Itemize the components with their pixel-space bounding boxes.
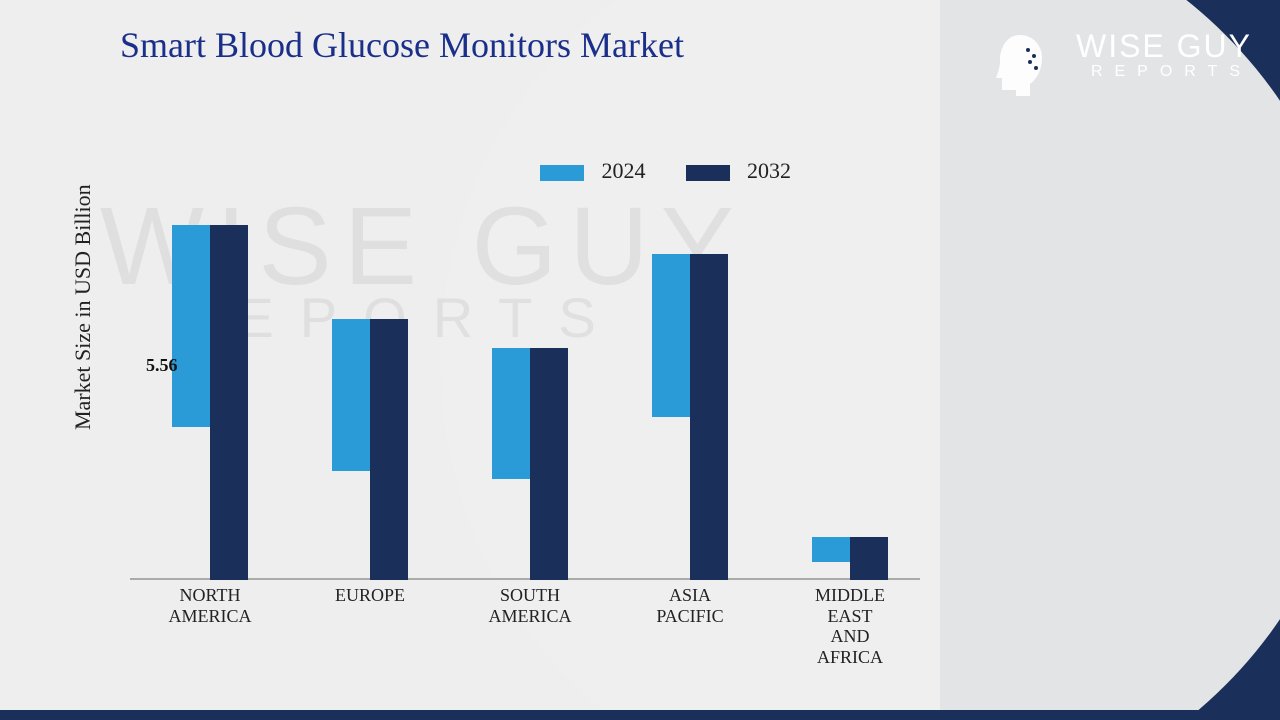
x-tick-label: NORTHAMERICA <box>140 585 280 626</box>
plot-region: 5.56 <box>130 200 920 580</box>
chart-area: Market Size in USD Billion 2024 2032 5.5… <box>60 150 940 710</box>
chart-title: Smart Blood Glucose Monitors Market <box>120 24 684 66</box>
bar-group <box>790 537 910 580</box>
brand-head-icon <box>990 30 1050 100</box>
bar <box>370 319 408 580</box>
bar <box>530 348 568 580</box>
brand-line2: REPORTS <box>1076 63 1252 81</box>
bar-group <box>630 254 750 580</box>
bar <box>332 319 370 471</box>
x-tick-label: MIDDLEEASTANDAFRICA <box>780 585 920 668</box>
bar <box>850 537 888 580</box>
bar-group <box>470 348 590 580</box>
legend-item-2024: 2024 <box>540 158 646 184</box>
brand-panel <box>940 0 1280 720</box>
x-tick-label: EUROPE <box>300 585 440 606</box>
bar <box>652 254 690 417</box>
legend-swatch-2024 <box>540 165 584 181</box>
bar <box>492 348 530 478</box>
bar-value-label: 5.56 <box>146 355 178 376</box>
legend-label-2024: 2024 <box>602 158 646 183</box>
x-tick-label: SOUTHAMERICA <box>460 585 600 626</box>
bottom-strip <box>0 710 1280 720</box>
legend-item-2032: 2032 <box>686 158 792 184</box>
bar <box>210 225 248 580</box>
bar-group <box>150 225 270 580</box>
brand-logo: WISE GUY REPORTS <box>1076 28 1252 81</box>
bar <box>690 254 728 580</box>
brand-line1: WISE GUY <box>1076 28 1252 65</box>
bar <box>812 537 850 562</box>
bar-group <box>310 319 430 580</box>
x-axis-labels: NORTHAMERICA EUROPE SOUTHAMERICA ASIAPACIFI… <box>130 585 920 705</box>
legend-label-2032: 2032 <box>747 158 791 183</box>
legend: 2024 2032 <box>540 158 791 184</box>
x-tick-label: ASIAPACIFIC <box>620 585 760 626</box>
chart-canvas: WISE GUY REPORTS Smart Blood Glucose Mon… <box>0 0 1280 720</box>
bar <box>172 225 210 426</box>
y-axis-label: Market Size in USD Billion <box>70 184 96 430</box>
legend-swatch-2032 <box>686 165 730 181</box>
